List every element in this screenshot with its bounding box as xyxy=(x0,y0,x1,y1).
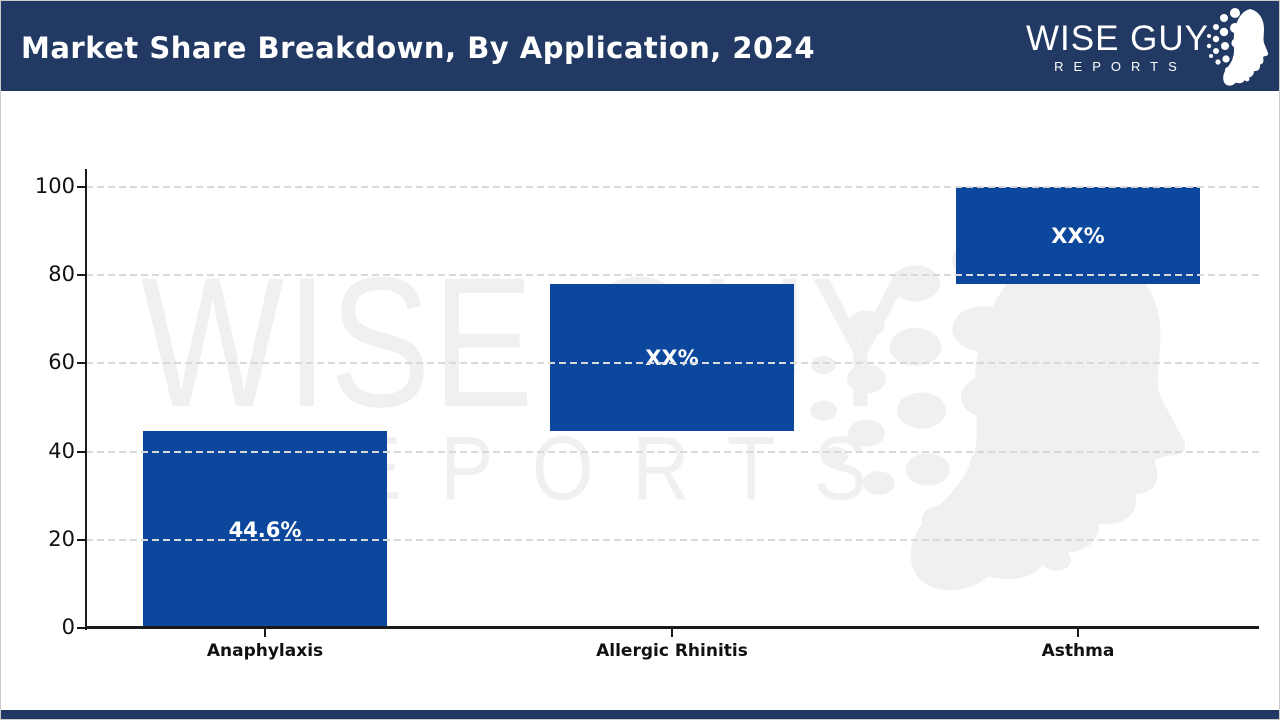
logo-wordmark: WISE GUY xyxy=(1025,19,1209,58)
gridline-80 xyxy=(86,274,1259,277)
x-tick-2 xyxy=(1077,629,1079,637)
bar-value-label: 44.6% xyxy=(228,517,302,542)
y-tick-label-100: 100 xyxy=(34,174,75,198)
x-tick-1 xyxy=(671,629,673,637)
x-axis-spine xyxy=(86,626,1259,629)
gridline-40 xyxy=(86,450,1259,453)
y-tick-40 xyxy=(77,450,85,453)
bar-anaphylaxis: 44.6% xyxy=(143,431,387,628)
x-tick-0 xyxy=(264,629,266,637)
y-tick-label-20: 20 xyxy=(48,526,75,551)
y-tick-label-40: 40 xyxy=(48,438,75,463)
y-tick-80 xyxy=(77,274,85,277)
page-title: Market Share Breakdown, By Application, … xyxy=(21,31,816,65)
bar-value-label: XX% xyxy=(1051,223,1105,248)
y-tick-100 xyxy=(77,186,85,188)
footer-bar xyxy=(1,710,1279,719)
bar-asthma: XX% xyxy=(956,187,1200,285)
x-tick-label-1: Allergic Rhinitis xyxy=(596,641,748,661)
y-tick-label-80: 80 xyxy=(48,262,75,287)
y-tick-20 xyxy=(77,538,85,541)
bar-allergic-rhinitis: XX% xyxy=(550,284,794,432)
x-tick-label-0: Anaphylaxis xyxy=(206,641,324,661)
y-tick-0 xyxy=(77,627,85,629)
logo-text: WISE GUY REPORTS xyxy=(1026,21,1209,73)
y-tick-label-60: 60 xyxy=(48,350,75,375)
y-tick-label-0: 0 xyxy=(61,615,75,639)
y-axis-spine xyxy=(85,169,87,630)
bar-value-label: XX% xyxy=(645,345,699,370)
logo: WISE GUY REPORTS xyxy=(1026,5,1269,89)
gridline-60 xyxy=(86,362,1259,365)
logo-head-icon xyxy=(1206,8,1269,86)
logo-subtext: REPORTS xyxy=(1054,59,1187,74)
header-bar: Market Share Breakdown, By Application, … xyxy=(1,1,1279,91)
gridline-100 xyxy=(86,186,1259,188)
gridline-20 xyxy=(86,538,1259,541)
y-tick-60 xyxy=(77,362,85,365)
x-tick-label-2: Asthma xyxy=(1041,641,1115,661)
